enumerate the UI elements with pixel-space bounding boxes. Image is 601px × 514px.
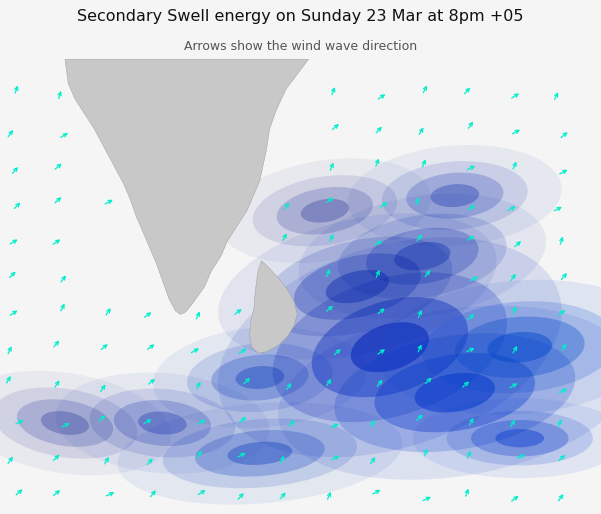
Ellipse shape <box>236 366 284 389</box>
Polygon shape <box>249 261 297 353</box>
Ellipse shape <box>351 322 429 372</box>
Ellipse shape <box>366 228 478 285</box>
Ellipse shape <box>218 213 496 360</box>
Ellipse shape <box>195 430 325 476</box>
Ellipse shape <box>430 184 479 207</box>
Text: Arrows show the wind wave direction: Arrows show the wind wave direction <box>184 40 417 52</box>
Ellipse shape <box>406 173 504 218</box>
Ellipse shape <box>219 158 431 263</box>
Ellipse shape <box>382 161 528 230</box>
Ellipse shape <box>218 237 562 457</box>
Ellipse shape <box>228 442 292 465</box>
Ellipse shape <box>299 194 546 319</box>
Ellipse shape <box>114 400 211 446</box>
Ellipse shape <box>471 420 569 456</box>
Ellipse shape <box>263 237 453 336</box>
Ellipse shape <box>41 411 89 435</box>
Ellipse shape <box>423 301 601 393</box>
Ellipse shape <box>138 412 187 434</box>
Ellipse shape <box>0 388 137 458</box>
Ellipse shape <box>487 332 552 362</box>
Ellipse shape <box>300 199 349 223</box>
Ellipse shape <box>455 317 585 378</box>
Ellipse shape <box>90 389 236 457</box>
Ellipse shape <box>273 272 507 422</box>
Ellipse shape <box>326 270 389 303</box>
Ellipse shape <box>312 297 468 397</box>
Ellipse shape <box>338 214 507 299</box>
Ellipse shape <box>17 399 113 447</box>
Ellipse shape <box>0 371 171 475</box>
Ellipse shape <box>394 242 450 270</box>
Ellipse shape <box>153 327 367 428</box>
Ellipse shape <box>377 280 601 415</box>
Text: Secondary Swell energy on Sunday 23 Mar at 8pm +05: Secondary Swell energy on Sunday 23 Mar … <box>78 9 523 24</box>
Ellipse shape <box>294 253 421 320</box>
Ellipse shape <box>276 187 373 234</box>
Ellipse shape <box>212 355 308 400</box>
Ellipse shape <box>348 145 562 246</box>
Ellipse shape <box>278 306 601 480</box>
Ellipse shape <box>495 429 544 447</box>
Ellipse shape <box>163 418 357 488</box>
Ellipse shape <box>447 411 593 466</box>
Ellipse shape <box>252 175 397 246</box>
Polygon shape <box>65 59 309 315</box>
Ellipse shape <box>334 333 575 452</box>
Ellipse shape <box>374 353 535 432</box>
Ellipse shape <box>412 398 601 478</box>
Ellipse shape <box>415 373 495 413</box>
Ellipse shape <box>187 343 333 412</box>
Ellipse shape <box>117 402 402 505</box>
Ellipse shape <box>55 373 269 473</box>
